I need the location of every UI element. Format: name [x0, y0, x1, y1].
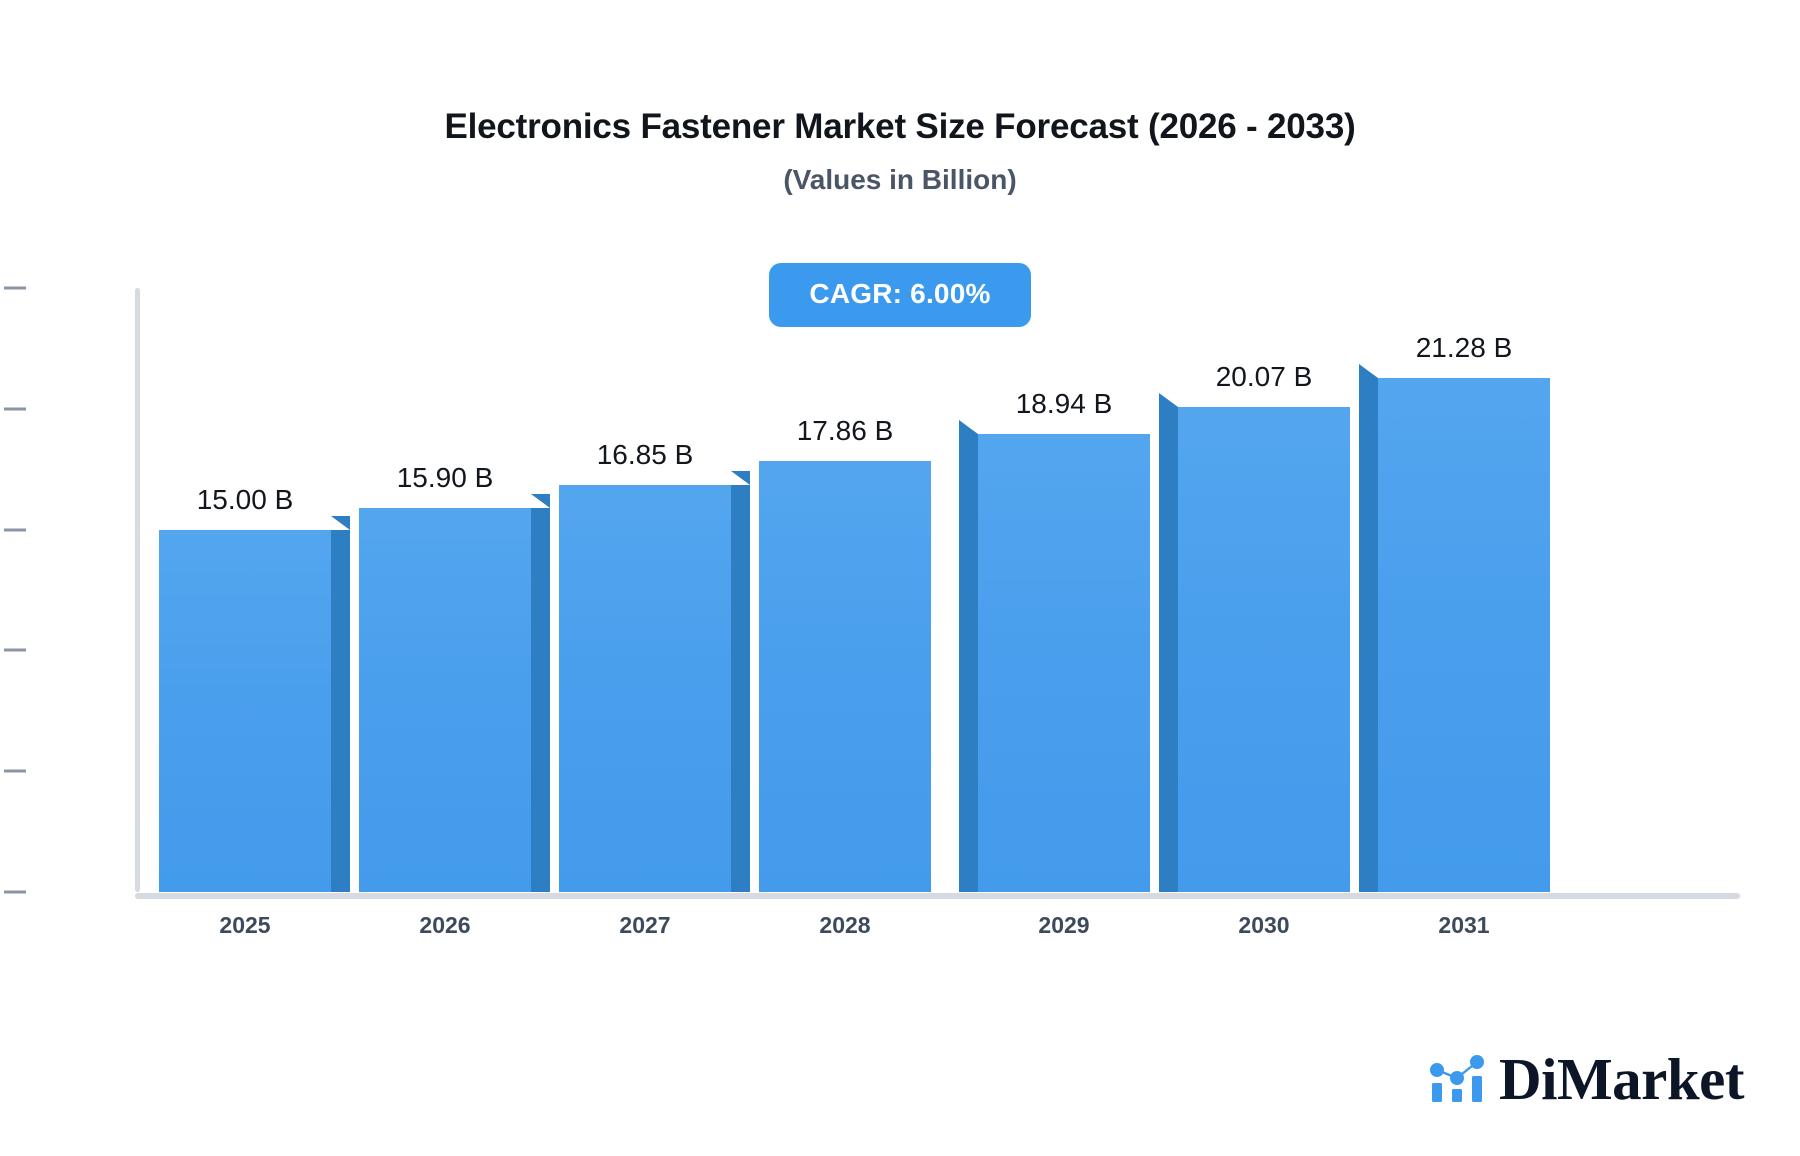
bar-top-face: [731, 470, 750, 485]
bar-value-label: 15.00 B: [196, 483, 294, 515]
y-axis-tick: 25.0B: [0, 275, 26, 302]
bar-value-label: 16.85 B: [596, 438, 694, 470]
bar-side-face: [1359, 377, 1378, 892]
bar-front-face: [559, 484, 731, 892]
page-title: Electronics Fastener Market Size Forecas…: [444, 107, 1356, 146]
tick-dash-icon: [4, 528, 26, 532]
x-axis-tick-2026: 2026: [419, 912, 471, 938]
chart-header: Electronics Fastener Market Size Forecas…: [0, 107, 1800, 195]
bar-value-label: 17.86 B: [796, 414, 894, 446]
bar-side-face: [1159, 407, 1178, 892]
brand-logo: DiMarket: [1429, 1046, 1745, 1112]
x-axis-tick-2028: 2028: [819, 912, 871, 938]
bar-value-label: 21.28 B: [1415, 331, 1513, 363]
bar-front-face: [159, 529, 331, 892]
bar-front-face: [1178, 407, 1350, 892]
x-axis-line: [135, 893, 1740, 899]
tick-dash-icon: [4, 890, 26, 894]
y-axis-tick: 15.0B: [0, 516, 26, 543]
tick-dash-icon: [4, 407, 26, 411]
y-axis-tick: 20.0B: [0, 395, 26, 422]
chart-subtitle: (Values in Billion): [783, 163, 1017, 195]
bar-side-face: [959, 434, 978, 892]
y-axis-tick: 10.0B: [0, 637, 26, 664]
bar-front-face: [978, 434, 1150, 892]
tick-dash-icon: [4, 648, 26, 652]
y-axis-line: [135, 288, 140, 892]
bar-value-label: 20.07 B: [1215, 361, 1313, 393]
bar-front-face: [359, 507, 531, 892]
bar-front-face: [1378, 377, 1550, 892]
bar-side-face: [531, 507, 550, 892]
bar-chart-dots-icon: [1429, 1051, 1485, 1108]
plot-area: 25.0B 20.0B 15.0B 10.0B 5.0B 0 15.00 B 1…: [4, 286, 1740, 938]
bar-value-label: 15.90 B: [396, 461, 494, 493]
bar-top-face: [1359, 363, 1378, 378]
x-axis-tick-2031: 2031: [1438, 912, 1490, 938]
bar-top-face: [331, 515, 350, 530]
bar-side-face: [731, 484, 750, 892]
bars-layer: 15.00 B 15.90 B 16.85 B 17.86: [135, 288, 1740, 892]
bar-front-face: [759, 460, 931, 892]
tick-dash-icon: [4, 769, 26, 773]
x-axis-tick-2029: 2029: [1038, 912, 1090, 938]
bar-top-face: [1159, 393, 1178, 408]
x-axis-tick-2030: 2030: [1238, 912, 1290, 938]
cagr-badge-container: CAGR: 6.00%: [0, 263, 1800, 327]
bar-side-face: [331, 529, 350, 892]
bar-top-face: [531, 493, 550, 508]
y-axis-tick: 0: [0, 879, 26, 906]
x-axis-tick-2025: 2025: [219, 912, 271, 938]
bar-top-face: [959, 420, 978, 435]
tick-dash-icon: [4, 286, 26, 290]
cagr-badge: CAGR: 6.00%: [769, 263, 1031, 327]
brand-name: DiMarket: [1498, 1046, 1745, 1112]
x-axis-tick-2027: 2027: [619, 912, 671, 938]
bar-value-label: 18.94 B: [1015, 388, 1113, 420]
y-axis-tick: 5.0B: [0, 758, 26, 785]
